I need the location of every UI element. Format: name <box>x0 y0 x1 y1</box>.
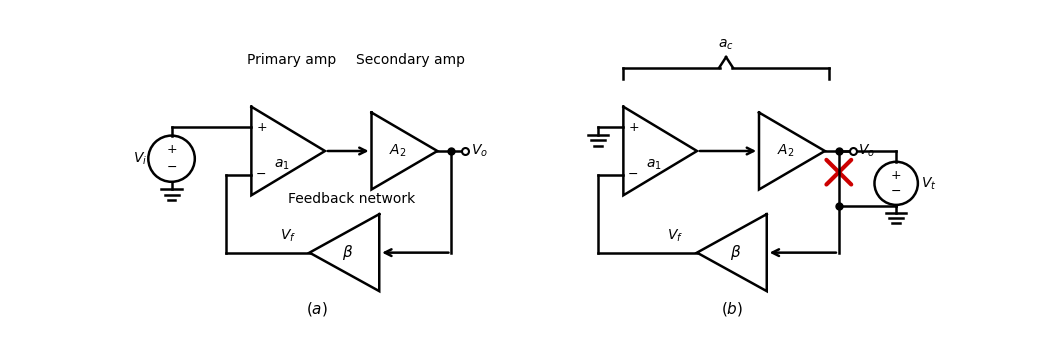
Text: $a_1$: $a_1$ <box>274 158 290 172</box>
Text: +: + <box>890 168 902 182</box>
Text: −: − <box>256 168 267 181</box>
Text: $a_1$: $a_1$ <box>647 158 663 172</box>
Text: −: − <box>166 161 176 174</box>
Text: −: − <box>628 168 638 181</box>
Text: +: + <box>166 143 176 157</box>
Text: +: + <box>628 121 638 134</box>
Text: $V_i$: $V_i$ <box>133 150 148 167</box>
Text: $V_o$: $V_o$ <box>470 143 487 159</box>
Text: $\beta$: $\beta$ <box>730 243 741 262</box>
Text: $V_f$: $V_f$ <box>279 228 296 244</box>
Text: $A_2$: $A_2$ <box>777 143 794 159</box>
Text: $V_o$: $V_o$ <box>858 143 876 159</box>
Text: $(b)$: $(b)$ <box>720 300 743 318</box>
Text: Secondary amp: Secondary amp <box>356 53 465 67</box>
Text: $V_t$: $V_t$ <box>921 175 937 192</box>
Text: +: + <box>256 121 267 134</box>
Text: Feedback network: Feedback network <box>289 192 416 206</box>
Text: $A_2$: $A_2$ <box>390 143 406 159</box>
Text: −: − <box>890 185 901 198</box>
Text: $(a)$: $(a)$ <box>307 300 329 318</box>
Text: Primary amp: Primary amp <box>247 53 336 67</box>
Text: $a_c$: $a_c$ <box>718 38 734 53</box>
Text: $\beta$: $\beta$ <box>342 243 354 262</box>
Text: $V_f$: $V_f$ <box>667 228 684 244</box>
